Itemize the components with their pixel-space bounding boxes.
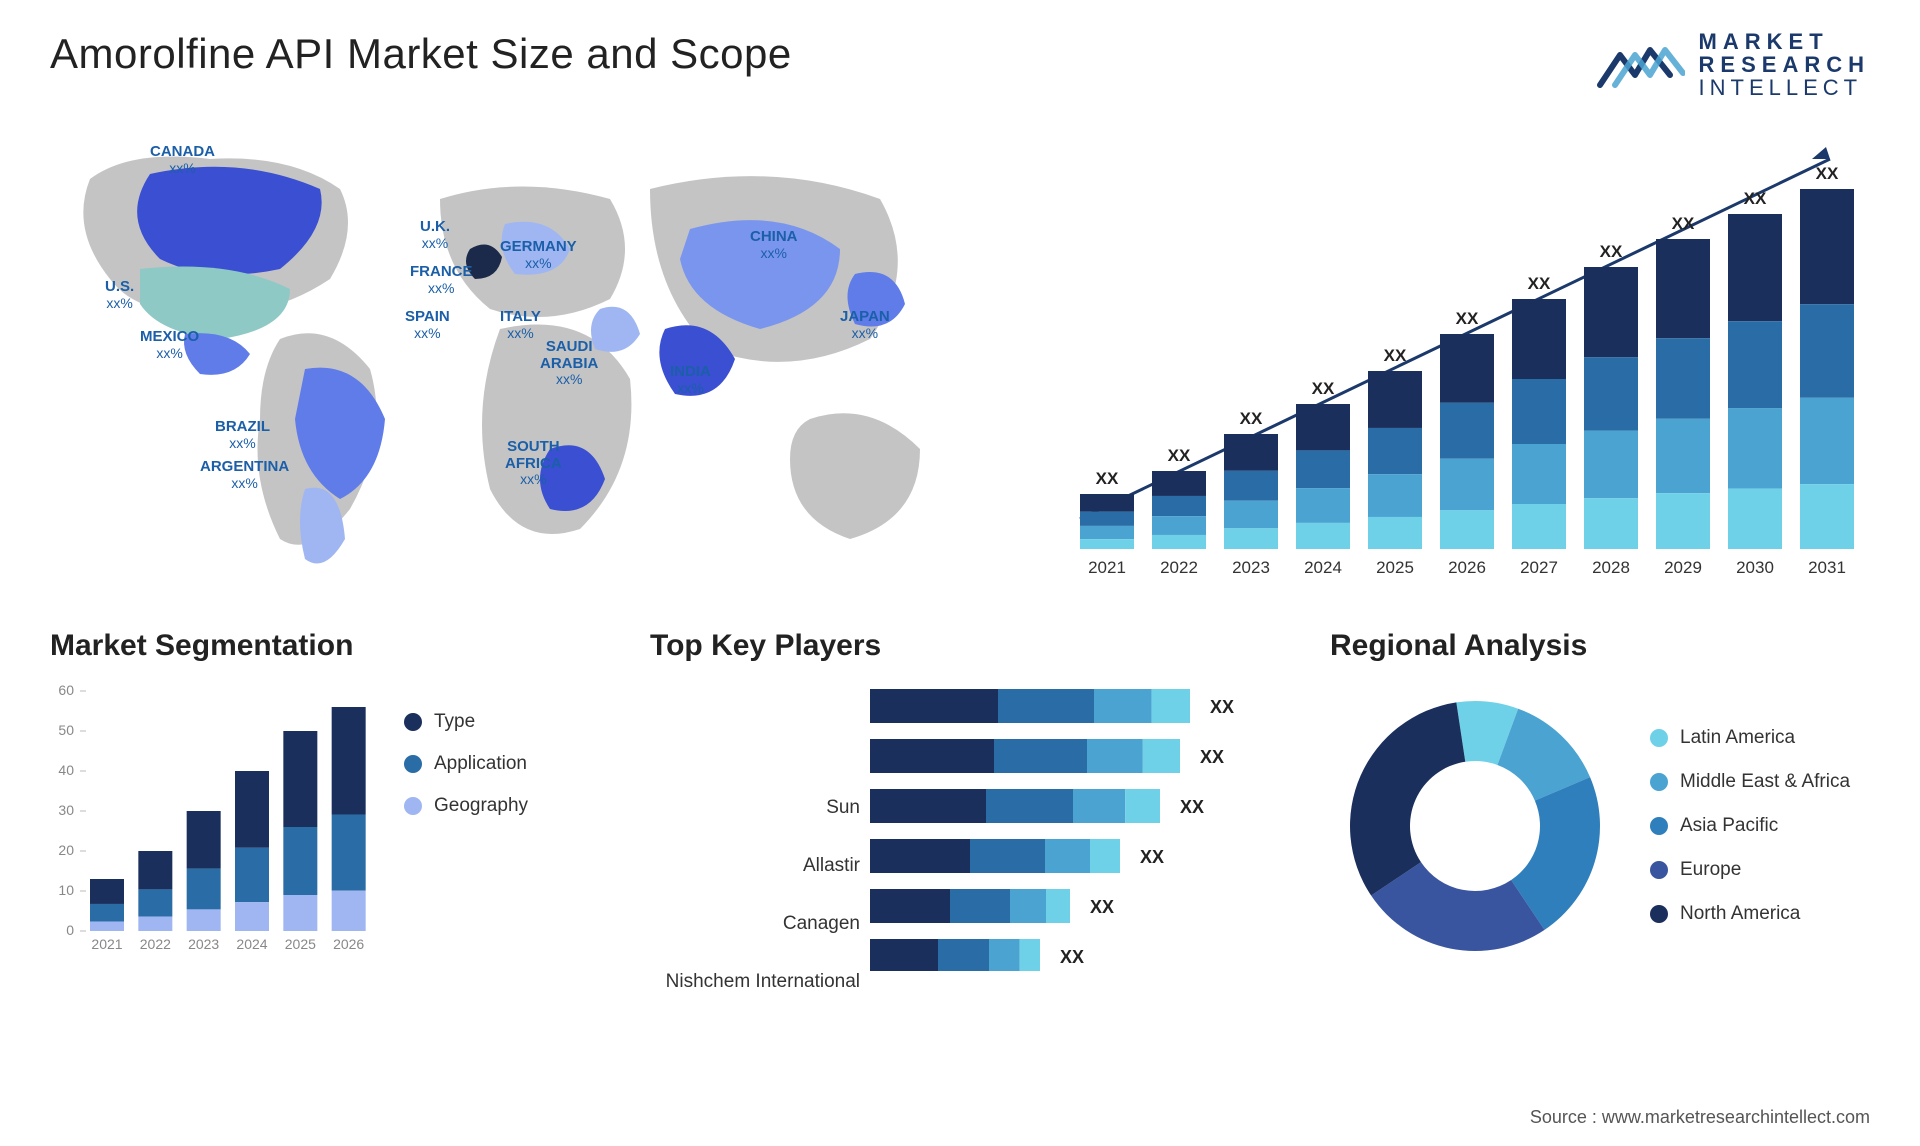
seg-legend-item: Geography xyxy=(404,795,528,817)
svg-text:XX: XX xyxy=(1312,379,1335,398)
map-label-italy: ITALYxx% xyxy=(500,309,541,341)
logo-line3: INTELLECT xyxy=(1699,76,1870,99)
regional-legend-item: Latin America xyxy=(1650,727,1850,749)
regional-legend-item: Asia Pacific xyxy=(1650,815,1850,837)
regional-title: Regional Analysis xyxy=(1330,629,1870,663)
map-label-india: INDIAxx% xyxy=(670,364,711,396)
svg-text:XX: XX xyxy=(1384,346,1407,365)
svg-text:2028: 2028 xyxy=(1592,558,1630,577)
map-label-safrica: SOUTHAFRICAxx% xyxy=(505,439,562,487)
map-label-spain: SPAINxx% xyxy=(405,309,450,341)
svg-text:XX: XX xyxy=(1744,189,1767,208)
svg-text:XX: XX xyxy=(1180,797,1204,817)
svg-text:XX: XX xyxy=(1456,309,1479,328)
segmentation-title: Market Segmentation xyxy=(50,629,610,663)
svg-text:XX: XX xyxy=(1168,446,1191,465)
map-label-brazil: BRAZILxx% xyxy=(215,419,270,451)
svg-text:2021: 2021 xyxy=(91,936,122,952)
svg-text:2022: 2022 xyxy=(140,936,171,952)
svg-text:10: 10 xyxy=(58,882,74,898)
svg-text:XX: XX xyxy=(1090,897,1114,917)
main-bar-chart: XX 2021 XX 2022 XX 2023 XX 2024 XX 2025 XX 2026 XX 20… xyxy=(1030,119,1870,599)
world-map: CANADAxx% U.S.xx%MEXICOxx% BRAZILxx% ARGENT… xyxy=(50,119,990,599)
svg-text:2031: 2031 xyxy=(1808,558,1846,577)
svg-text:40: 40 xyxy=(58,762,74,778)
svg-text:30: 30 xyxy=(58,802,74,818)
svg-text:XX: XX xyxy=(1672,214,1695,233)
map-label-mexico: MEXICOxx% xyxy=(140,329,199,361)
svg-text:0: 0 xyxy=(66,922,74,938)
svg-text:2027: 2027 xyxy=(1520,558,1558,577)
players-panel: Top Key Players Sun Allastir Canagen Nishch… xyxy=(650,629,1290,1021)
map-label-france: FRANCExx% xyxy=(410,264,473,296)
svg-text:60: 60 xyxy=(58,682,74,698)
regional-donut xyxy=(1330,681,1620,971)
regional-panel: Regional Analysis Latin America Middle Ea… xyxy=(1330,629,1870,1021)
map-label-us: U.S.xx% xyxy=(105,279,134,311)
svg-text:2025: 2025 xyxy=(285,936,316,952)
svg-text:2025: 2025 xyxy=(1376,558,1414,577)
players-chart: XX XX XX XX XX XX xyxy=(870,681,1270,971)
map-label-china: CHINAxx% xyxy=(750,229,798,261)
svg-text:XX: XX xyxy=(1210,697,1234,717)
player-name: Allastir xyxy=(650,855,860,899)
svg-text:50: 50 xyxy=(58,722,74,738)
player-name xyxy=(650,681,860,725)
player-name: Nishchem International xyxy=(650,971,860,1015)
svg-text:20: 20 xyxy=(58,842,74,858)
player-name: Canagen xyxy=(650,913,860,957)
seg-legend-item: Application xyxy=(404,753,528,775)
svg-text:XX: XX xyxy=(1060,947,1084,967)
svg-text:2023: 2023 xyxy=(1232,558,1270,577)
svg-text:2023: 2023 xyxy=(188,936,219,952)
svg-text:XX: XX xyxy=(1816,164,1839,183)
svg-text:XX: XX xyxy=(1528,274,1551,293)
page-title: Amorolfine API Market Size and Scope xyxy=(50,30,792,78)
svg-text:XX: XX xyxy=(1140,847,1164,867)
map-label-saudi: SAUDIARABIAxx% xyxy=(540,339,598,387)
logo-icon xyxy=(1595,35,1685,95)
regional-legend-item: Europe xyxy=(1650,859,1850,881)
svg-text:XX: XX xyxy=(1600,242,1623,261)
source-attribution: Source : www.marketresearchintellect.com xyxy=(1530,1107,1870,1128)
logo-line1: MARKET xyxy=(1699,30,1870,53)
svg-text:XX: XX xyxy=(1240,409,1263,428)
svg-text:2022: 2022 xyxy=(1160,558,1198,577)
segmentation-legend: Type Application Geography xyxy=(404,681,528,961)
segmentation-panel: Market Segmentation 0 10 20 30 40 50 60 2021 202… xyxy=(50,629,610,1021)
players-labels: Sun Allastir Canagen Nishchem International xyxy=(650,681,860,1021)
map-label-argentina: ARGENTINAxx% xyxy=(200,459,289,491)
map-label-germany: GERMANYxx% xyxy=(500,239,577,271)
svg-text:XX: XX xyxy=(1200,747,1224,767)
map-label-uk: U.K.xx% xyxy=(420,219,450,251)
seg-legend-item: Type xyxy=(404,711,528,733)
logo-line2: RESEARCH xyxy=(1699,53,1870,76)
map-label-japan: JAPANxx% xyxy=(840,309,890,341)
svg-text:2024: 2024 xyxy=(236,936,267,952)
brand-logo: MARKET RESEARCH INTELLECT xyxy=(1595,30,1870,99)
players-title: Top Key Players xyxy=(650,629,1290,663)
regional-legend-item: North America xyxy=(1650,903,1850,925)
svg-text:2021: 2021 xyxy=(1088,558,1126,577)
regional-legend: Latin America Middle East & Africa Asia Pa… xyxy=(1650,727,1850,925)
player-name xyxy=(650,739,860,783)
map-label-canada: CANADAxx% xyxy=(150,144,215,176)
svg-text:2030: 2030 xyxy=(1736,558,1774,577)
regional-legend-item: Middle East & Africa xyxy=(1650,771,1850,793)
svg-text:2026: 2026 xyxy=(333,936,364,952)
svg-text:2026: 2026 xyxy=(1448,558,1486,577)
player-name: Sun xyxy=(650,797,860,841)
svg-text:2029: 2029 xyxy=(1664,558,1702,577)
svg-text:XX: XX xyxy=(1096,469,1119,488)
segmentation-chart: 0 10 20 30 40 50 60 2021 2022 2023 2024 2025 2026 xyxy=(50,681,380,961)
svg-text:2024: 2024 xyxy=(1304,558,1342,577)
